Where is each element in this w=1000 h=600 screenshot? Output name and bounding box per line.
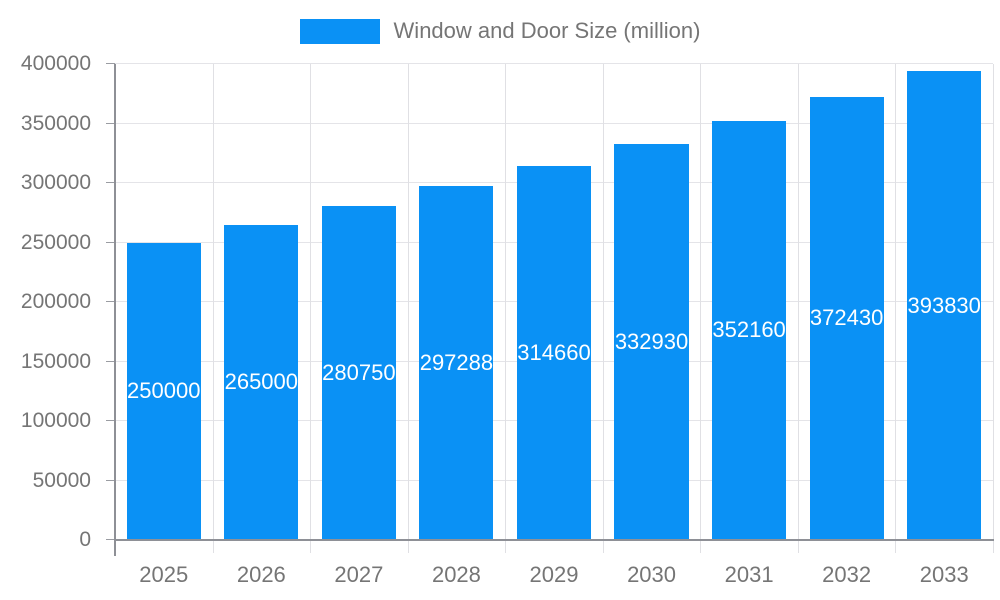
- bar: 393830: [907, 71, 982, 540]
- x-axis-labels: 2025 2026 2027 2028 2029 2030 2031 2032 2033: [115, 558, 993, 592]
- gridline-vertical: [993, 64, 994, 553]
- gridline-vertical: [212, 64, 214, 553]
- gridline-vertical: [602, 64, 604, 553]
- bar: 250000: [126, 242, 201, 540]
- bar-cell: 352160: [700, 64, 798, 540]
- x-tick-label: 2027: [334, 562, 384, 587]
- gridline-vertical: [700, 64, 702, 553]
- legend-swatch[interactable]: [299, 18, 380, 44]
- y-axis-tick: [106, 122, 115, 124]
- bar-value-label: 297288: [419, 350, 494, 376]
- legend[interactable]: Window and Door Size (million): [0, 17, 1000, 45]
- y-axis-tick: [106, 241, 115, 243]
- x-tick-label: 2030: [627, 562, 677, 587]
- bar: 352160: [712, 120, 787, 540]
- legend-label[interactable]: Window and Door Size (million): [393, 18, 701, 43]
- y-axis-tick: [106, 479, 115, 481]
- y-tick-label: 350000: [20, 111, 91, 135]
- gridline-vertical: [310, 64, 312, 553]
- bar-cell: 265000: [213, 64, 311, 540]
- bar-cell: 393830: [895, 64, 993, 540]
- y-tick-label: 0: [79, 528, 91, 551]
- y-axis-tick: [106, 360, 115, 362]
- y-tick-label: 250000: [20, 230, 91, 254]
- bar: 314660: [516, 165, 592, 540]
- y-tick-label: 400000: [20, 52, 91, 75]
- bar-value-label: 280750: [322, 359, 396, 385]
- y-axis-tick: [106, 301, 115, 302]
- gridline-vertical: [895, 64, 897, 553]
- x-tick-label: 2026: [236, 562, 286, 587]
- bar-cell: 297288: [408, 64, 506, 540]
- bar-value-label: 265000: [224, 369, 299, 395]
- y-tick-label: 200000: [20, 290, 91, 313]
- y-axis-labels: 0 50000 100000 150000 200000 250000 300000 3500…: [0, 52, 103, 551]
- y-axis-tick: [106, 539, 115, 540]
- x-tick-label: 2033: [919, 562, 969, 587]
- y-tick-label: 50000: [32, 468, 91, 492]
- gridline-vertical: [797, 64, 799, 553]
- bar-value-label: 314660: [517, 339, 591, 365]
- bar-value-label: 352160: [712, 317, 786, 343]
- bar: 265000: [224, 224, 299, 540]
- bar-cell: 250000: [115, 64, 213, 540]
- bar: 280750: [321, 205, 396, 540]
- gridline-vertical: [407, 64, 409, 553]
- gridline-horizontal: [115, 122, 993, 124]
- bar: 332930: [614, 143, 689, 540]
- bar-cell: 314660: [505, 64, 603, 540]
- bar: 372430: [809, 96, 884, 540]
- y-axis-tick: [106, 420, 115, 421]
- plot-area: 250000 265000 280750 297288 314660 332930 3521…: [106, 63, 994, 553]
- bar-cell: 280750: [310, 64, 408, 540]
- bar-value-label: 332930: [614, 328, 689, 354]
- y-tick-label: 100000: [20, 409, 91, 432]
- bar-cell: 372430: [798, 64, 896, 540]
- bar: 297288: [419, 186, 494, 540]
- y-axis-tick: [106, 63, 115, 64]
- x-axis-line: [114, 539, 994, 541]
- bar-cell: 332930: [603, 64, 701, 540]
- x-tick-label: 2032: [822, 562, 872, 587]
- gridline-vertical: [505, 64, 507, 553]
- bar-value-label: 372430: [809, 305, 884, 331]
- bar-value-label: 393830: [907, 292, 981, 318]
- y-axis-tick: [106, 182, 115, 183]
- bar-value-label: 250000: [127, 378, 201, 404]
- x-tick-label: 2025: [139, 562, 189, 587]
- x-tick-label: 2028: [431, 562, 481, 587]
- y-tick-label: 150000: [20, 349, 91, 373]
- y-tick-label: 300000: [20, 171, 91, 194]
- x-tick-label: 2031: [724, 562, 774, 587]
- gridline-horizontal: [115, 63, 993, 64]
- x-tick-label: 2029: [529, 562, 579, 587]
- y-axis-line: [114, 64, 116, 556]
